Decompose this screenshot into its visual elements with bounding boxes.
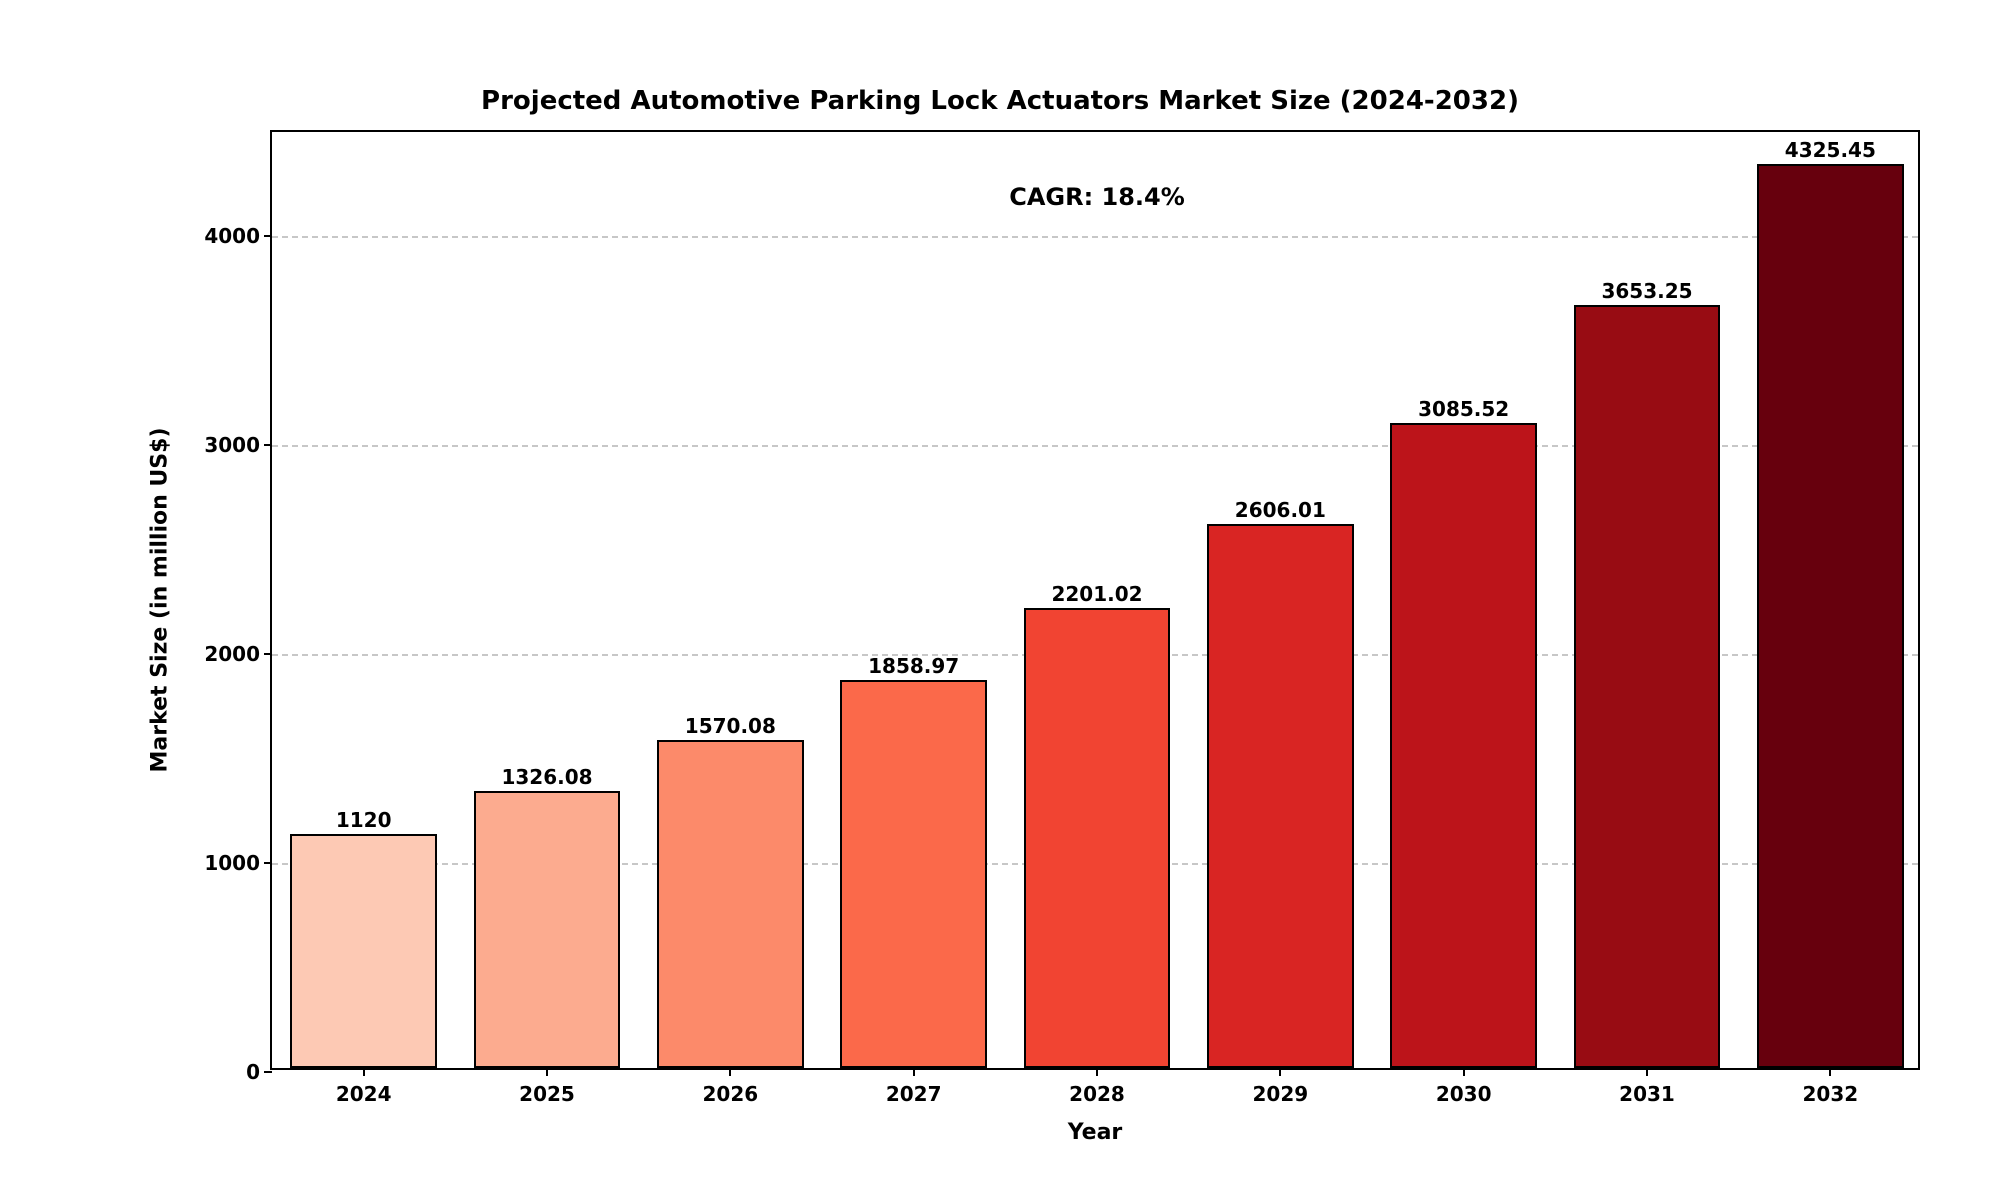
bar	[1024, 608, 1171, 1068]
x-tick-label: 2027	[886, 1068, 942, 1106]
bar-value-label: 3653.25	[1601, 279, 1692, 303]
y-tick-label: 2000	[204, 642, 272, 666]
cagr-annotation: CAGR: 18.4%	[1009, 183, 1185, 211]
bar	[1390, 423, 1537, 1068]
grid-line	[272, 236, 1918, 238]
bar-value-label: 4325.45	[1785, 138, 1876, 162]
bar-value-label: 1120	[336, 808, 392, 832]
bar-value-label: 3085.52	[1418, 397, 1509, 421]
bar	[657, 740, 804, 1068]
y-tick-label: 0	[246, 1060, 272, 1084]
bar	[290, 834, 437, 1068]
x-tick-label: 2032	[1802, 1068, 1858, 1106]
x-tick-label: 2025	[519, 1068, 575, 1106]
bar	[1757, 164, 1904, 1068]
chart-title: Projected Automotive Parking Lock Actuat…	[100, 86, 1900, 116]
y-tick-label: 1000	[204, 851, 272, 875]
plot-area: 01000200030004000112020241326.0820251570…	[270, 130, 1920, 1070]
bar	[1207, 524, 1354, 1068]
y-tick-label: 4000	[204, 224, 272, 248]
bar-value-label: 2201.02	[1051, 582, 1142, 606]
bar	[474, 791, 621, 1068]
bar-value-label: 1858.97	[868, 654, 959, 678]
x-tick-label: 2029	[1252, 1068, 1308, 1106]
bar	[840, 680, 987, 1068]
x-tick-label: 2030	[1436, 1068, 1492, 1106]
y-axis-label: Market Size (in million US$)	[148, 427, 173, 772]
x-tick-label: 2031	[1619, 1068, 1675, 1106]
bar	[1574, 305, 1721, 1068]
bar-value-label: 2606.01	[1235, 498, 1326, 522]
x-tick-label: 2024	[336, 1068, 392, 1106]
bar-value-label: 1570.08	[685, 714, 776, 738]
x-axis-label: Year	[1068, 1120, 1123, 1145]
chart-container: Projected Automotive Parking Lock Actuat…	[100, 60, 1900, 1140]
x-tick-label: 2028	[1069, 1068, 1125, 1106]
bar-value-label: 1326.08	[501, 765, 592, 789]
y-tick-label: 3000	[204, 433, 272, 457]
x-tick-label: 2026	[702, 1068, 758, 1106]
